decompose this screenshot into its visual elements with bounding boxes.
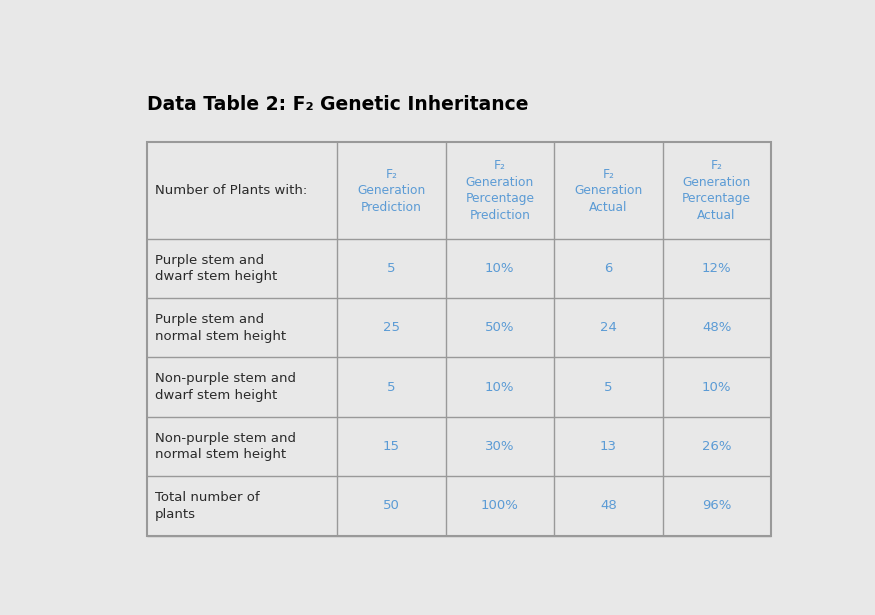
Bar [662,239,771,298]
Bar [445,298,554,357]
Bar [147,143,771,536]
Text: 100%: 100% [481,499,519,512]
Text: Total number of
plants: Total number of plants [155,491,259,520]
Bar [445,143,554,239]
Text: 50%: 50% [485,321,514,335]
Bar [337,143,445,239]
Text: Data Table 2: F₂ Genetic Inheritance: Data Table 2: F₂ Genetic Inheritance [147,95,528,114]
Bar [147,143,337,239]
Text: 5: 5 [387,381,396,394]
Text: F₂
Generation
Prediction: F₂ Generation Prediction [357,168,425,213]
Text: 30%: 30% [485,440,514,453]
Text: F₂
Generation
Percentage
Actual: F₂ Generation Percentage Actual [682,159,751,222]
Bar [554,476,662,536]
Text: 12%: 12% [702,262,731,275]
Bar [445,417,554,476]
Text: 5: 5 [604,381,612,394]
Bar [554,143,662,239]
Bar [445,476,554,536]
Text: 5: 5 [387,262,396,275]
Bar [662,476,771,536]
Bar [662,357,771,417]
Text: 15: 15 [382,440,400,453]
Text: 6: 6 [604,262,612,275]
Text: 10%: 10% [702,381,731,394]
Bar [147,357,337,417]
Text: 13: 13 [600,440,617,453]
Text: 96%: 96% [702,499,731,512]
Bar [147,417,337,476]
Text: F₂
Generation
Percentage
Prediction: F₂ Generation Percentage Prediction [466,159,535,222]
Text: 48: 48 [600,499,617,512]
Text: 48%: 48% [702,321,731,335]
Text: 10%: 10% [485,262,514,275]
Text: Non-purple stem and
dwarf stem height: Non-purple stem and dwarf stem height [155,373,296,402]
Bar [445,357,554,417]
Text: Purple stem and
dwarf stem height: Purple stem and dwarf stem height [155,253,277,283]
Text: Number of Plants with:: Number of Plants with: [155,184,307,197]
Bar [337,476,445,536]
Text: Purple stem and
normal stem height: Purple stem and normal stem height [155,313,286,343]
Bar [445,239,554,298]
Bar [554,298,662,357]
Text: 24: 24 [600,321,617,335]
Bar [337,298,445,357]
Bar [337,357,445,417]
Text: 50: 50 [382,499,400,512]
Bar [147,239,337,298]
Bar [662,298,771,357]
Bar [554,239,662,298]
Bar [662,143,771,239]
Text: 26%: 26% [702,440,731,453]
Bar [554,357,662,417]
Bar [554,417,662,476]
Bar [337,239,445,298]
Bar [147,298,337,357]
Bar [337,417,445,476]
Text: 10%: 10% [485,381,514,394]
Text: 25: 25 [382,321,400,335]
Bar [147,476,337,536]
Text: Non-purple stem and
normal stem height: Non-purple stem and normal stem height [155,432,296,461]
Bar [662,417,771,476]
Text: F₂
Generation
Actual: F₂ Generation Actual [574,168,642,213]
